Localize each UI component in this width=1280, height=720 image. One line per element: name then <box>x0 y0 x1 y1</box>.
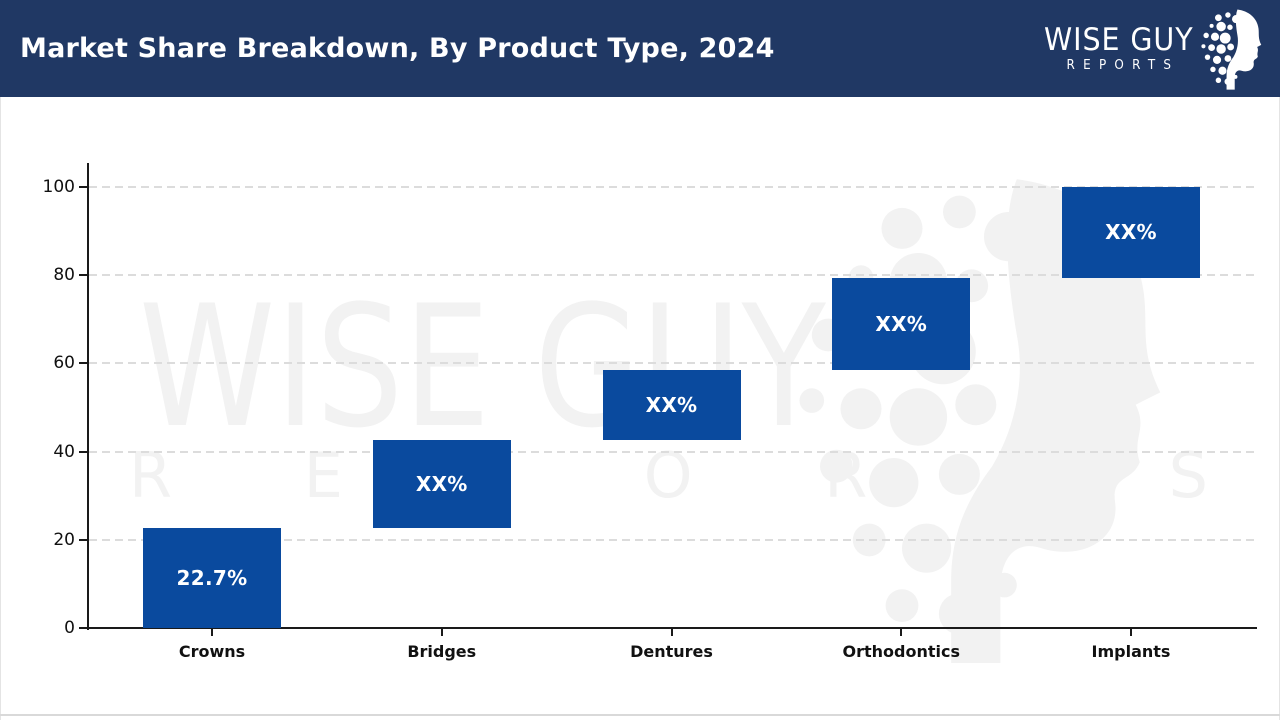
y-tick-mark-20 <box>79 538 88 541</box>
bar-implants: XX% <box>1062 187 1200 278</box>
x-tick-mark-dentures <box>670 629 673 636</box>
bar-bridges: XX% <box>372 439 511 528</box>
y-tick-label-0: 0 <box>64 618 75 638</box>
plot-area: 0 20 40 60 80 100 22.7% Crowns XX% Bridges XX% Dent… <box>1 97 1279 720</box>
y-tick-label-20: 20 <box>53 529 75 550</box>
gridline-20 <box>89 538 1257 541</box>
x-tick-mark-crowns <box>211 629 213 636</box>
y-tick-mark-40 <box>79 450 88 453</box>
x-category-label-orthodontics: Orthodontics <box>842 642 961 661</box>
y-tick-label-60: 60 <box>53 353 75 374</box>
y-tick-label-40: 40 <box>53 441 75 462</box>
gridline-40 <box>89 450 1257 453</box>
y-tick-mark-60 <box>79 362 88 365</box>
x-category-label-crowns: Crowns <box>178 642 246 661</box>
y-tick-mark-0 <box>79 627 88 629</box>
gridline-100 <box>89 186 1257 188</box>
x-axis-line <box>87 627 1257 629</box>
brand-face-icon <box>1198 8 1266 90</box>
gridline-60 <box>89 362 1257 365</box>
card-bottom-border <box>0 714 1280 716</box>
y-tick-label-80: 80 <box>53 265 75 286</box>
brand-name: WISE GUY <box>1044 21 1194 58</box>
page-title: Market Share Breakdown, By Product Type,… <box>20 33 775 64</box>
x-tick-mark-implants <box>1130 629 1132 636</box>
bar-value-label-bridges: XX% <box>415 471 468 496</box>
bar-orthodontics: XX% <box>832 277 971 370</box>
x-category-label-dentures: Dentures <box>630 642 713 661</box>
y-axis-line <box>87 163 89 630</box>
bar-value-label-implants: XX% <box>1105 220 1157 245</box>
x-category-label-implants: Implants <box>1091 642 1171 661</box>
brand-tagline: REPORTS <box>1066 58 1180 74</box>
bar-crowns: 22.7% <box>143 527 281 628</box>
header-bar: Market Share Breakdown, By Product Type,… <box>0 0 1280 97</box>
x-tick-mark-bridges <box>440 629 443 636</box>
x-tick-mark-orthodontics <box>900 629 903 636</box>
y-tick-mark-100 <box>79 186 88 188</box>
y-tick-label-100: 100 <box>42 177 75 197</box>
bar-dentures: XX% <box>602 370 741 440</box>
chart-canvas: WISE GUY R E P O R T S 0 20 40 60 80 100 22.7%… <box>0 97 1280 720</box>
brand-text: WISE GUY REPORTS <box>1044 24 1194 74</box>
bar-value-label-crowns: 22.7% <box>176 565 248 590</box>
x-category-label-bridges: Bridges <box>407 642 477 661</box>
bar-value-label-dentures: XX% <box>645 392 698 417</box>
gridline-80 <box>89 274 1257 277</box>
brand-logo: WISE GUY REPORTS <box>1031 8 1266 90</box>
bar-value-label-orthodontics: XX% <box>875 311 928 336</box>
y-tick-mark-80 <box>79 274 88 277</box>
